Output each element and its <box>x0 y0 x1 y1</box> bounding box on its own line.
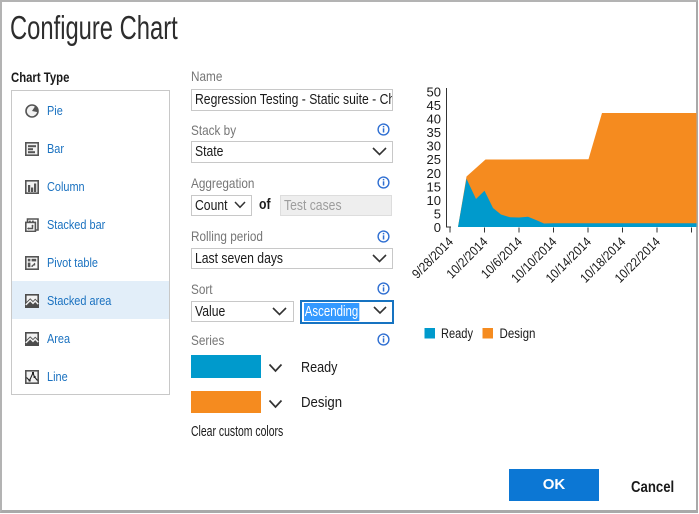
svg-text:35: 35 <box>427 125 441 140</box>
svg-text:20: 20 <box>427 166 441 181</box>
svg-text:Design: Design <box>500 326 536 341</box>
svg-text:15: 15 <box>427 179 441 194</box>
svg-text:25: 25 <box>427 152 441 167</box>
svg-text:50: 50 <box>427 85 441 100</box>
svg-text:Ready: Ready <box>441 326 473 341</box>
svg-text:0: 0 <box>434 220 441 235</box>
svg-text:45: 45 <box>427 98 441 113</box>
svg-text:10: 10 <box>427 193 441 208</box>
svg-text:40: 40 <box>427 112 441 127</box>
svg-text:5: 5 <box>434 206 441 221</box>
svg-text:30: 30 <box>427 139 441 154</box>
